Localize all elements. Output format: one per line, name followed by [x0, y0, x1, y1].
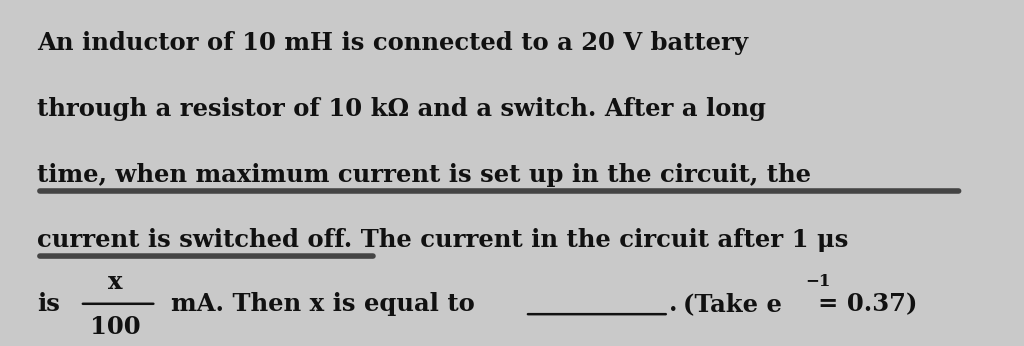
Text: = 0.37): = 0.37): [818, 292, 918, 317]
Text: current is switched off. The current in the circuit after 1 μs: current is switched off. The current in …: [37, 228, 849, 253]
Text: through a resistor of 10 kΩ and a switch. After a long: through a resistor of 10 kΩ and a switch…: [37, 97, 766, 121]
Text: 100: 100: [90, 315, 140, 339]
Text: (Take e: (Take e: [683, 292, 782, 317]
Text: is: is: [37, 292, 60, 317]
Text: x: x: [108, 270, 123, 294]
Text: mA. Then x is equal to: mA. Then x is equal to: [171, 292, 474, 317]
Text: −1: −1: [805, 273, 830, 291]
Text: time, when maximum current is set up in the circuit, the: time, when maximum current is set up in …: [37, 163, 811, 187]
Text: .: .: [669, 292, 677, 317]
Text: An inductor of 10 mH is connected to a 20 V battery: An inductor of 10 mH is connected to a 2…: [37, 31, 749, 55]
